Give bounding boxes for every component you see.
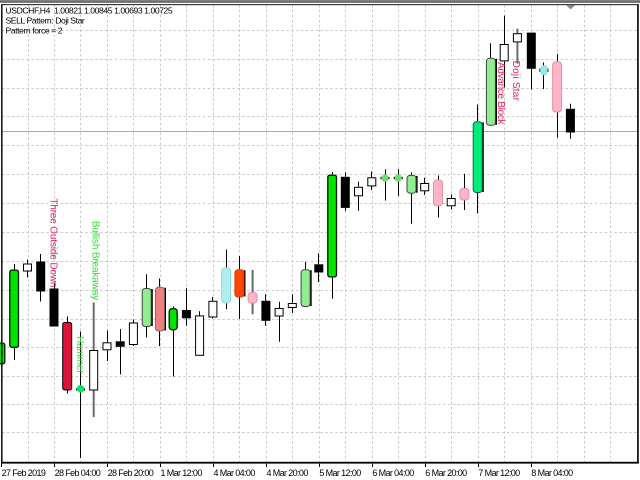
svg-text:28 Feb 04:00: 28 Feb 04:00 [55,468,101,478]
svg-text:Three Outside Down: Three Outside Down [48,198,59,287]
svg-text:4 Mar 20:00: 4 Mar 20:00 [267,468,309,478]
svg-text:SELL Pattern: Doji Star: SELL Pattern: Doji Star [6,16,85,26]
svg-text:6 Mar 20:00: 6 Mar 20:00 [425,468,467,478]
svg-text:Doji Star: Doji Star [510,61,521,102]
svg-text:4 Mar 04:00: 4 Mar 04:00 [214,468,256,478]
svg-text:7 Mar 12:00: 7 Mar 12:00 [478,468,520,478]
svg-text:6 Mar 04:00: 6 Mar 04:00 [372,468,414,478]
svg-text:8 Mar 04:00: 8 Mar 04:00 [531,468,573,478]
svg-text:1 Mar 12:00: 1 Mar 12:00 [161,468,203,478]
svg-text:28 Feb 20:00: 28 Feb 20:00 [108,468,154,478]
svg-text:5 Mar 12:00: 5 Mar 12:00 [319,468,361,478]
svg-text:27 Feb 2019: 27 Feb 2019 [2,468,46,478]
svg-text:Bullish Breakaway: Bullish Breakaway [90,221,101,300]
svg-text:Hammer: Hammer [74,336,85,374]
svg-text:Pattern force = 2: Pattern force = 2 [6,26,63,36]
svg-text:USDCHF,H4 1.00821 1.00845 1.0: USDCHF,H4 1.00821 1.00845 1.00693 1.0072… [6,6,173,16]
svg-text:Advance Block: Advance Block [495,62,506,126]
